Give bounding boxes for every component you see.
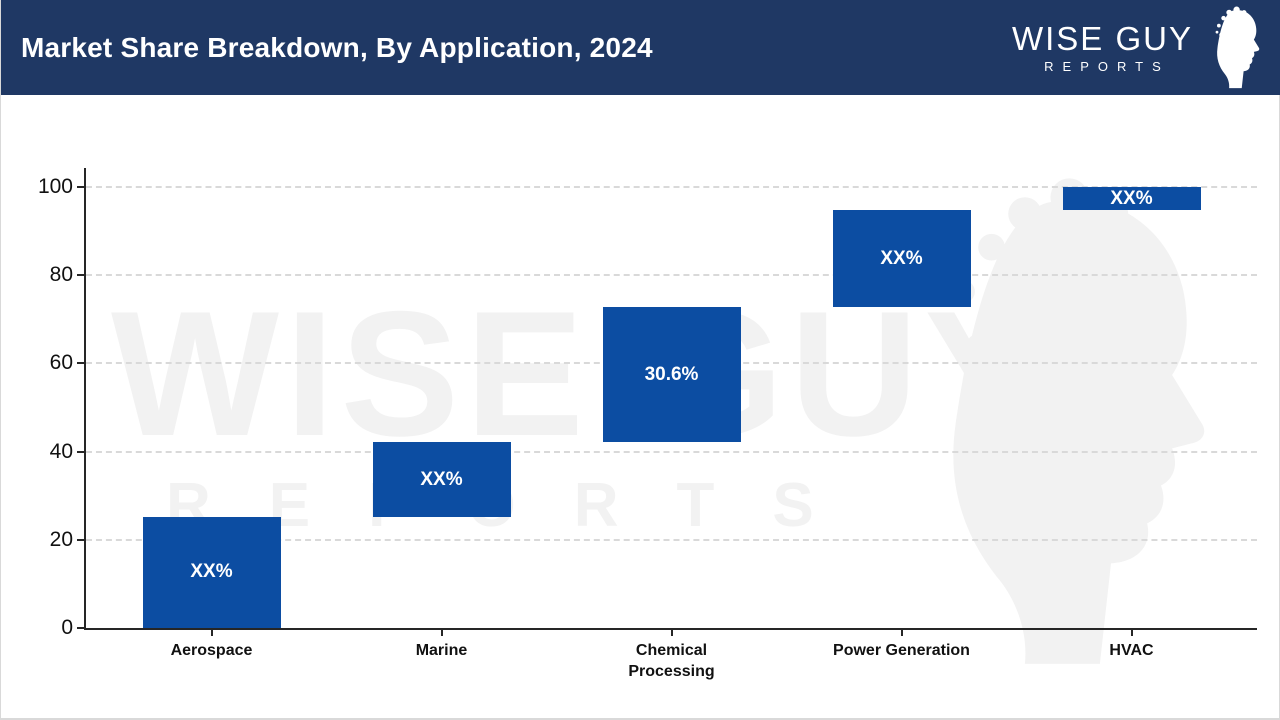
gridline-40 bbox=[86, 450, 1257, 453]
bar-value-label: XX% bbox=[190, 561, 233, 583]
x-tick-1 bbox=[210, 630, 213, 636]
bar-value-label: XX% bbox=[880, 247, 923, 269]
page-title: Market Share Breakdown, By Application, … bbox=[21, 31, 653, 63]
x-label-4: Power Generation bbox=[833, 642, 970, 659]
x-tick-2 bbox=[440, 630, 443, 636]
logo-head-icon bbox=[1215, 6, 1260, 88]
gridline-100 bbox=[86, 186, 1257, 188]
y-axis-line bbox=[84, 168, 86, 630]
bar-value-label: XX% bbox=[420, 468, 463, 490]
x-axis-line bbox=[84, 628, 1257, 630]
x-tick-3 bbox=[670, 630, 673, 636]
y-tick-label-0: 0 bbox=[61, 616, 73, 639]
bar-value-label: 30.6% bbox=[644, 363, 699, 385]
y-tick-label-20: 20 bbox=[49, 527, 73, 551]
x-tick-5 bbox=[1130, 630, 1133, 636]
y-tick-100 bbox=[77, 186, 84, 188]
y-tick-0 bbox=[77, 627, 84, 629]
bar-chemical-processing: 30.6% bbox=[602, 307, 741, 443]
bar-value-label: XX% bbox=[1110, 187, 1153, 209]
x-label-5: HVAC bbox=[1109, 642, 1154, 659]
chart-area: WISE GUY REPORTS 0 20 40 60 80 100 XX% Aerospac… bbox=[1, 95, 1280, 720]
y-tick-60 bbox=[77, 362, 84, 365]
x-tick-4 bbox=[900, 630, 903, 636]
y-tick-20 bbox=[77, 538, 84, 541]
x-label-3: Chemical Processing bbox=[628, 642, 715, 680]
logo-subtext: REPORTS bbox=[1044, 58, 1170, 74]
bar-power-generation: XX% bbox=[832, 210, 971, 308]
x-label-1: Aerospace bbox=[170, 642, 253, 659]
y-tick-label-40: 40 bbox=[49, 439, 73, 463]
logo: WISE GUY REPORTS bbox=[1012, 6, 1267, 90]
bar-hvac: XX% bbox=[1062, 187, 1201, 211]
logo-wordmark: WISE GUY bbox=[1011, 19, 1193, 57]
y-tick-80 bbox=[77, 274, 84, 277]
y-tick-label-100: 100 bbox=[37, 175, 73, 198]
y-tick-label-60: 60 bbox=[49, 351, 73, 375]
logo-text: WISE GUY REPORTS bbox=[1012, 22, 1193, 74]
y-tick-label-80: 80 bbox=[49, 263, 73, 287]
bar-marine: XX% bbox=[372, 442, 511, 517]
gridline-80 bbox=[86, 274, 1257, 277]
header: Market Share Breakdown, By Application, … bbox=[1, 0, 1280, 95]
x-label-2: Marine bbox=[415, 642, 468, 659]
gridline-20 bbox=[86, 538, 1257, 541]
bar-aerospace: XX% bbox=[142, 516, 281, 628]
y-tick-40 bbox=[77, 450, 84, 453]
